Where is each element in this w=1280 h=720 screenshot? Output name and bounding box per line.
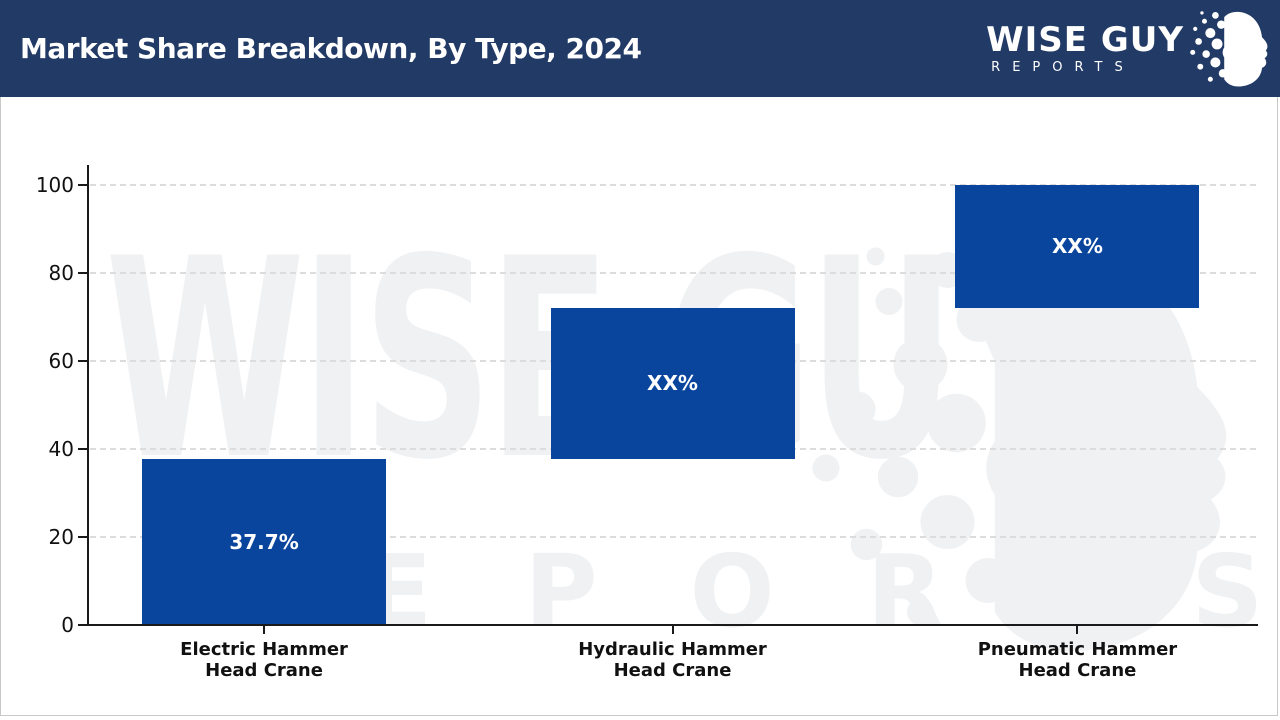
x-category-label-line: Head Crane [1018, 660, 1137, 681]
y-tick [78, 624, 87, 626]
page-title: Market Share Breakdown, By Type, 2024 [20, 32, 642, 65]
brand-logo: WISE GUY REPORTS [986, 7, 1270, 91]
y-tick-label: 80 [48, 260, 74, 285]
brand-wordmark: WISE GUY REPORTS [986, 23, 1184, 75]
bar-value-label: XX% [1051, 234, 1103, 259]
y-tick [78, 535, 87, 538]
x-category-label: Hydraulic Hammer Head Crane [513, 639, 833, 681]
y-tick [78, 183, 87, 186]
y-tick-label: 60 [48, 348, 74, 373]
x-category-label: Pneumatic Hammer Head Crane [917, 639, 1237, 681]
x-category-label-line: Hydraulic Hammer [578, 639, 767, 660]
x-category-label-line: Pneumatic Hammer [977, 639, 1178, 660]
bar-value-label: 37.7% [229, 529, 299, 554]
bar [550, 307, 795, 459]
bar-value-label: XX% [647, 371, 698, 396]
y-tick-label: 20 [48, 524, 74, 549]
header-bar: Market Share Breakdown, By Type, 2024 WI… [0, 0, 1280, 97]
x-tick [263, 626, 266, 634]
y-tick [78, 271, 87, 274]
gridline [90, 183, 1256, 186]
bar [142, 458, 387, 625]
y-tick-label: 40 [48, 436, 74, 461]
x-category-label-line: Head Crane [613, 660, 732, 681]
y-axis [87, 165, 89, 625]
gridline [90, 535, 1256, 538]
y-tick [78, 359, 87, 362]
brand-subtitle: REPORTS [991, 59, 1135, 75]
x-category-label-line: Head Crane [205, 660, 323, 681]
bar [955, 184, 1200, 308]
y-tick-label: 0 [61, 613, 74, 637]
x-tick [1076, 626, 1079, 634]
x-tick [671, 626, 674, 634]
y-tick-label: 100 [35, 172, 74, 197]
y-tick [78, 447, 87, 450]
brand-face-icon [1190, 10, 1268, 87]
x-category-label-line: Electric Hammer [180, 639, 348, 660]
gridline [90, 271, 1256, 274]
x-axis [87, 624, 1258, 626]
brand-name: WISE GUY [986, 19, 1184, 60]
x-category-label: Electric Hammer Head Crane [104, 639, 424, 681]
